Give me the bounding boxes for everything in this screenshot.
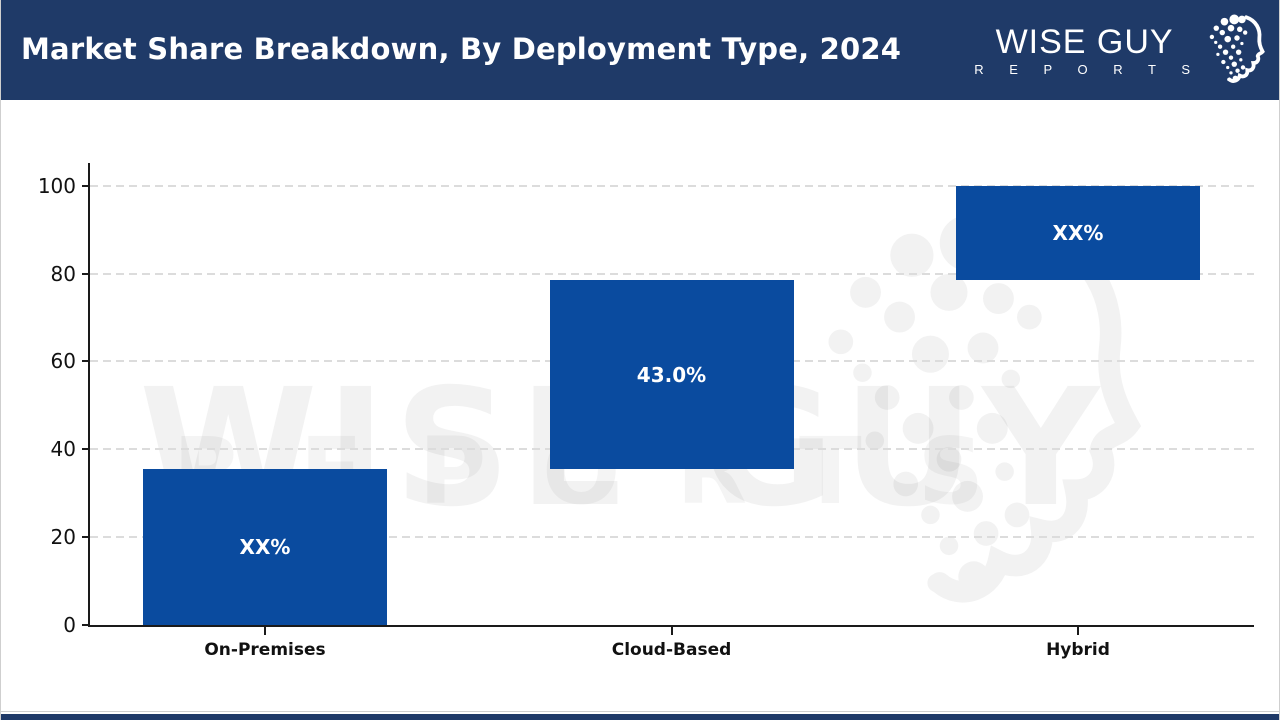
bar-value-label: XX% [239,535,291,560]
brand-logo: WISE GUY R E P O R T S [968,9,1267,91]
y-axis-tick [82,184,90,187]
bar-value-label: XX% [1052,220,1104,245]
y-axis-tick [82,448,90,451]
dotted-head-profile-icon [1207,12,1265,84]
footer-accent-bar [1,714,1279,720]
y-gridline [90,184,1254,187]
x-axis-category-label: Cloud-Based [611,640,732,660]
y-axis-tick [82,624,90,626]
y-axis-tick-label: 0 [63,613,76,637]
x-axis-tick [670,627,673,635]
y-axis-tick [82,360,90,363]
x-axis-category-label: On-Premises [204,640,326,660]
bar-chart: 0 20 40 60 80 100 On-Premises Cloud-Based Hybrid… [1,100,1279,714]
page-title: Market Share Breakdown, By Deployment Ty… [21,32,902,67]
footer-divider [1,711,1279,712]
header-bar: Market Share Breakdown, By Deployment Ty… [1,0,1279,100]
y-axis-line [88,163,90,627]
y-gridline [90,272,1254,275]
y-axis-tick-label: 100 [37,173,76,198]
brand-name: WISE GUY [995,22,1174,61]
x-axis-tick [264,627,266,635]
y-axis-tick [82,536,90,539]
bar-on-premises: XX% [143,469,387,625]
y-gridline [90,536,1254,539]
x-axis-category-label: Hybrid [1046,640,1110,660]
x-axis-tick [1077,627,1079,635]
bar-value-label: 43.0% [636,362,707,387]
y-axis-tick-label: 60 [50,349,76,374]
y-axis-tick-label: 80 [50,261,76,286]
brand-logo-text: WISE GUY R E P O R T S [968,25,1201,76]
y-axis-tick-label: 40 [50,437,76,462]
x-axis-line [88,625,1254,627]
y-axis-tick [82,272,90,275]
y-axis-tick-label: 20 [50,525,76,550]
brand-subname: R E P O R T S [974,61,1201,77]
bar-cloud-based: 43.0% [549,280,794,470]
bar-hybrid: XX% [956,185,1200,281]
